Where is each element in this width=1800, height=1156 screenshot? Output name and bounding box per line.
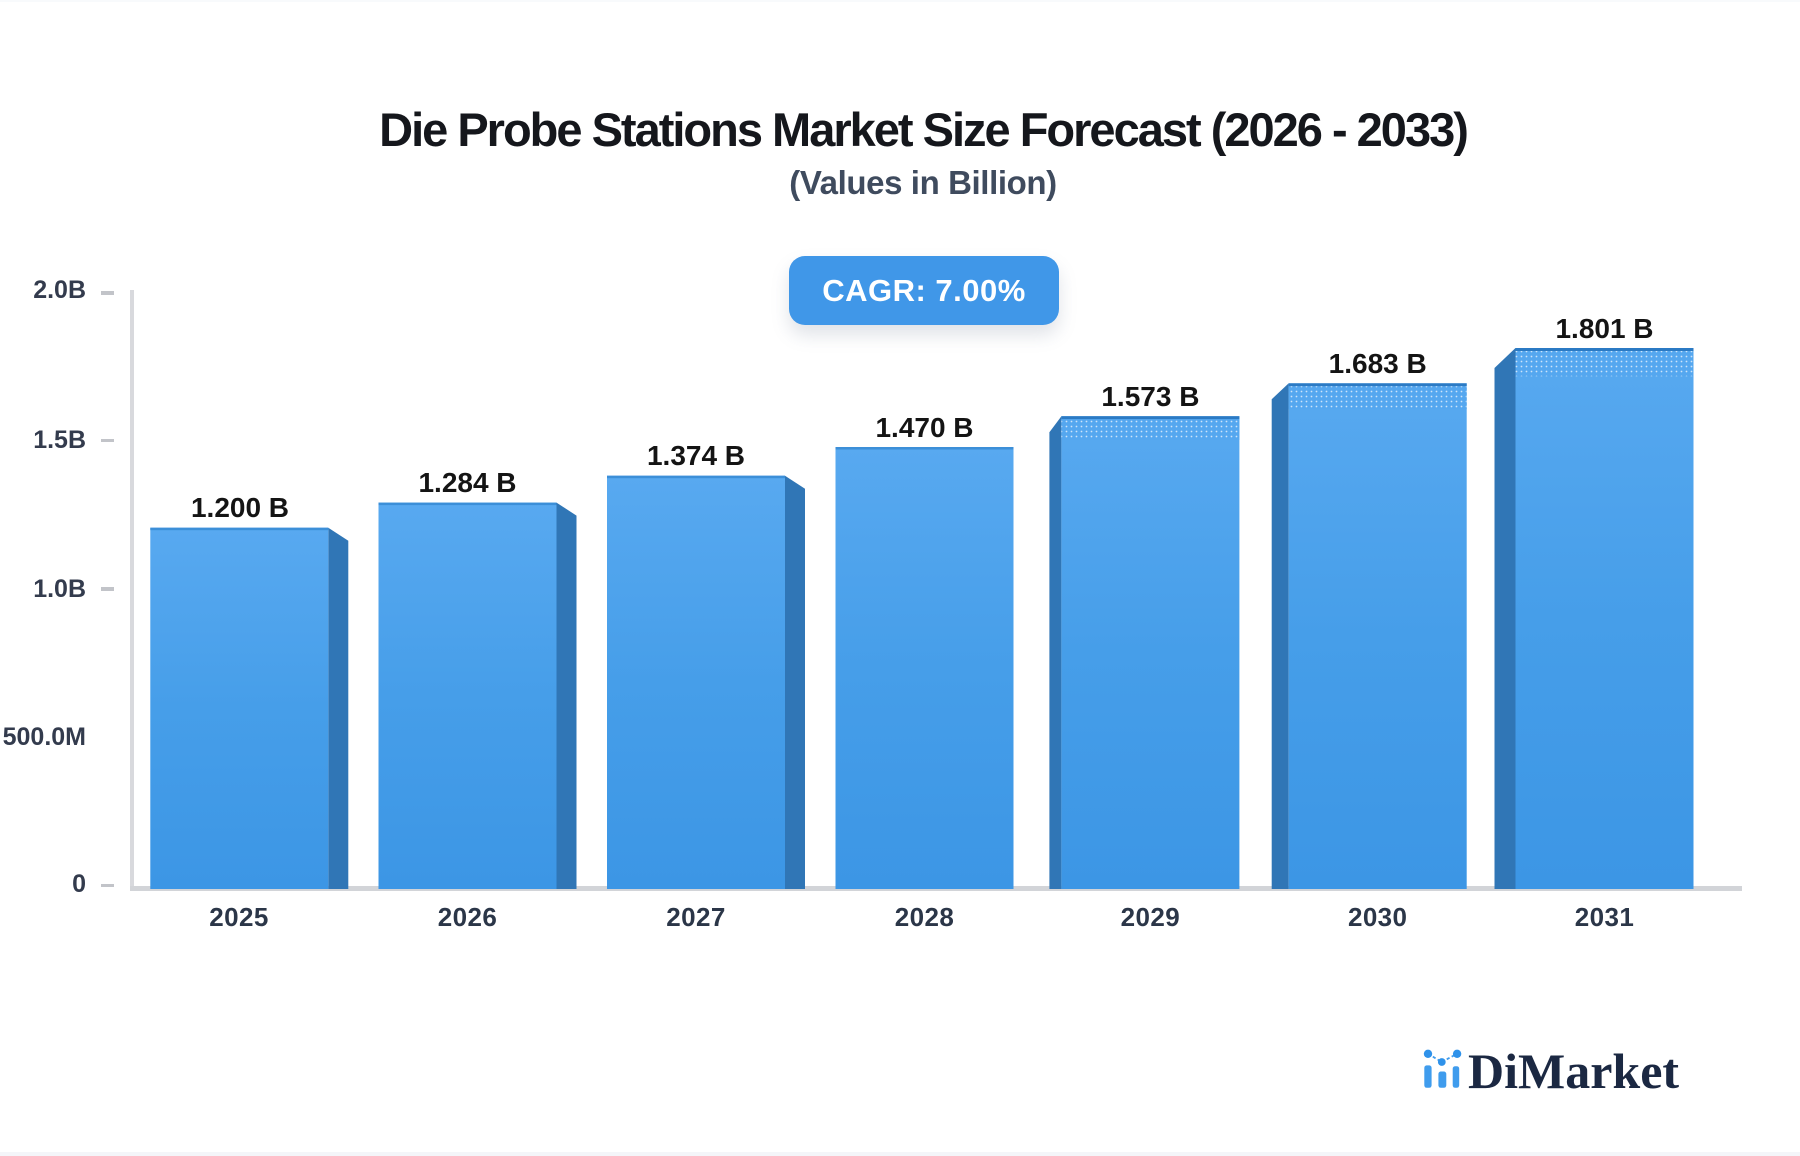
svg-text:DiMarket: DiMarket [1468, 1043, 1679, 1099]
